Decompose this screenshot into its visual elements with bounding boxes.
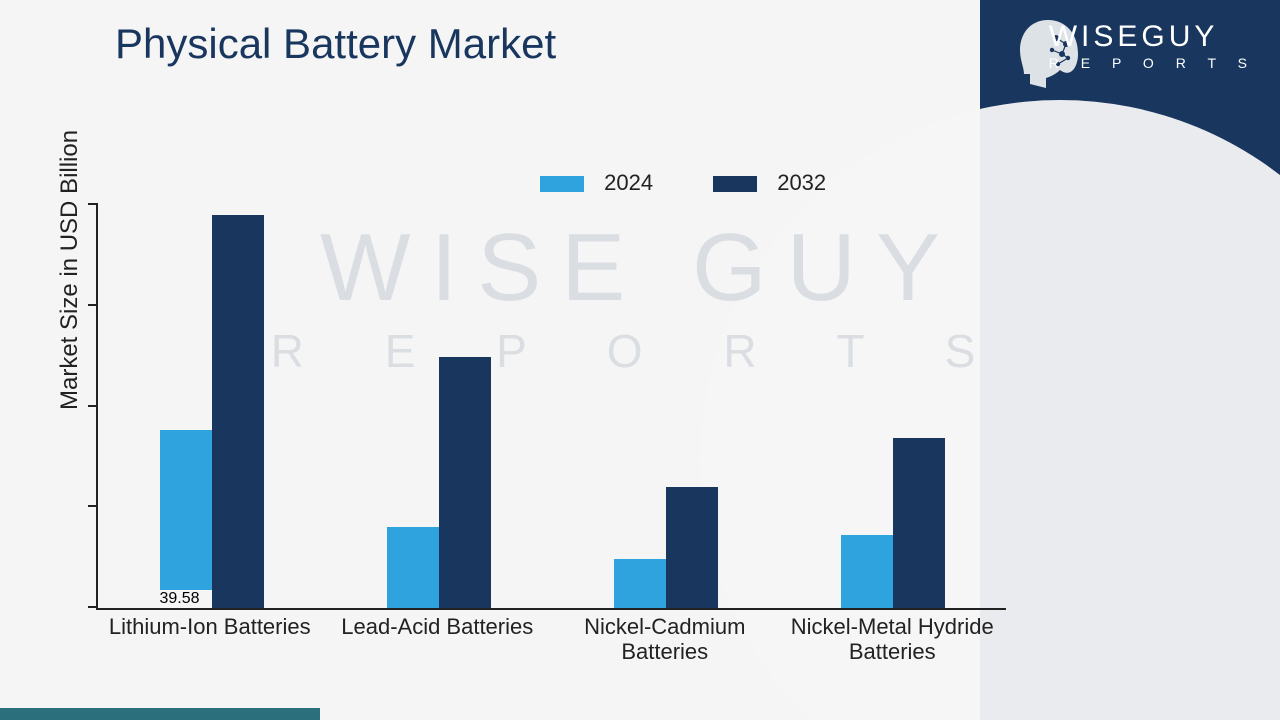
y-tick: [88, 203, 98, 205]
bar-pair: 39.58: [160, 215, 264, 608]
bar-groups: 39.58: [98, 205, 1006, 608]
chart-plot-area: 39.58: [96, 205, 1006, 610]
x-axis-labels: Lithium-Ion BatteriesLead-Acid Batteries…: [96, 614, 1006, 665]
y-tick: [88, 606, 98, 608]
y-tick: [88, 505, 98, 507]
brand-word-1: WISE: [1049, 20, 1142, 53]
brand-word-2: GUY: [1141, 20, 1218, 53]
bar: [387, 527, 439, 608]
bar: [666, 487, 718, 609]
bar-group: [779, 205, 1006, 608]
legend-swatch-2024: [540, 176, 584, 192]
bar: [160, 430, 212, 590]
bar-pair: [614, 487, 718, 609]
x-axis-label: Nickel-Metal Hydride Batteries: [779, 614, 1007, 665]
brand-subline: R E P O R T S: [1049, 56, 1256, 70]
bar-pair: [841, 438, 945, 608]
bar-group: [552, 205, 779, 608]
bar: [893, 438, 945, 608]
bar: [614, 559, 666, 608]
bar: [841, 535, 893, 608]
y-ticks: [88, 205, 98, 608]
bar-pair: [387, 357, 491, 608]
brand-logo: WISEGUY R E P O R T S: [1049, 22, 1256, 70]
legend-item-2024: 2024: [540, 170, 653, 196]
stage: WISE GUY R E P O R T S WISEGUY R E P O R…: [0, 0, 1280, 720]
legend-label-2032: 2032: [777, 170, 826, 195]
bar-value-label: 39.58: [160, 590, 212, 608]
y-tick: [88, 405, 98, 407]
legend-label-2024: 2024: [604, 170, 653, 195]
x-axis-label: Nickel-Cadmium Batteries: [551, 614, 779, 665]
legend-swatch-2032: [713, 176, 757, 192]
bar-group: [325, 205, 552, 608]
bar-group: 39.58: [98, 205, 325, 608]
x-axis-label: Lithium-Ion Batteries: [96, 614, 324, 665]
x-axis-label: Lead-Acid Batteries: [324, 614, 552, 665]
page-title: Physical Battery Market: [115, 20, 556, 68]
bar: [212, 215, 264, 608]
bottom-accent-bar: [0, 708, 320, 720]
legend-item-2032: 2032: [713, 170, 826, 196]
bar: [439, 357, 491, 608]
y-axis-label: Market Size in USD Billion: [56, 130, 84, 410]
y-tick: [88, 304, 98, 306]
chart-legend: 2024 2032: [540, 170, 826, 196]
